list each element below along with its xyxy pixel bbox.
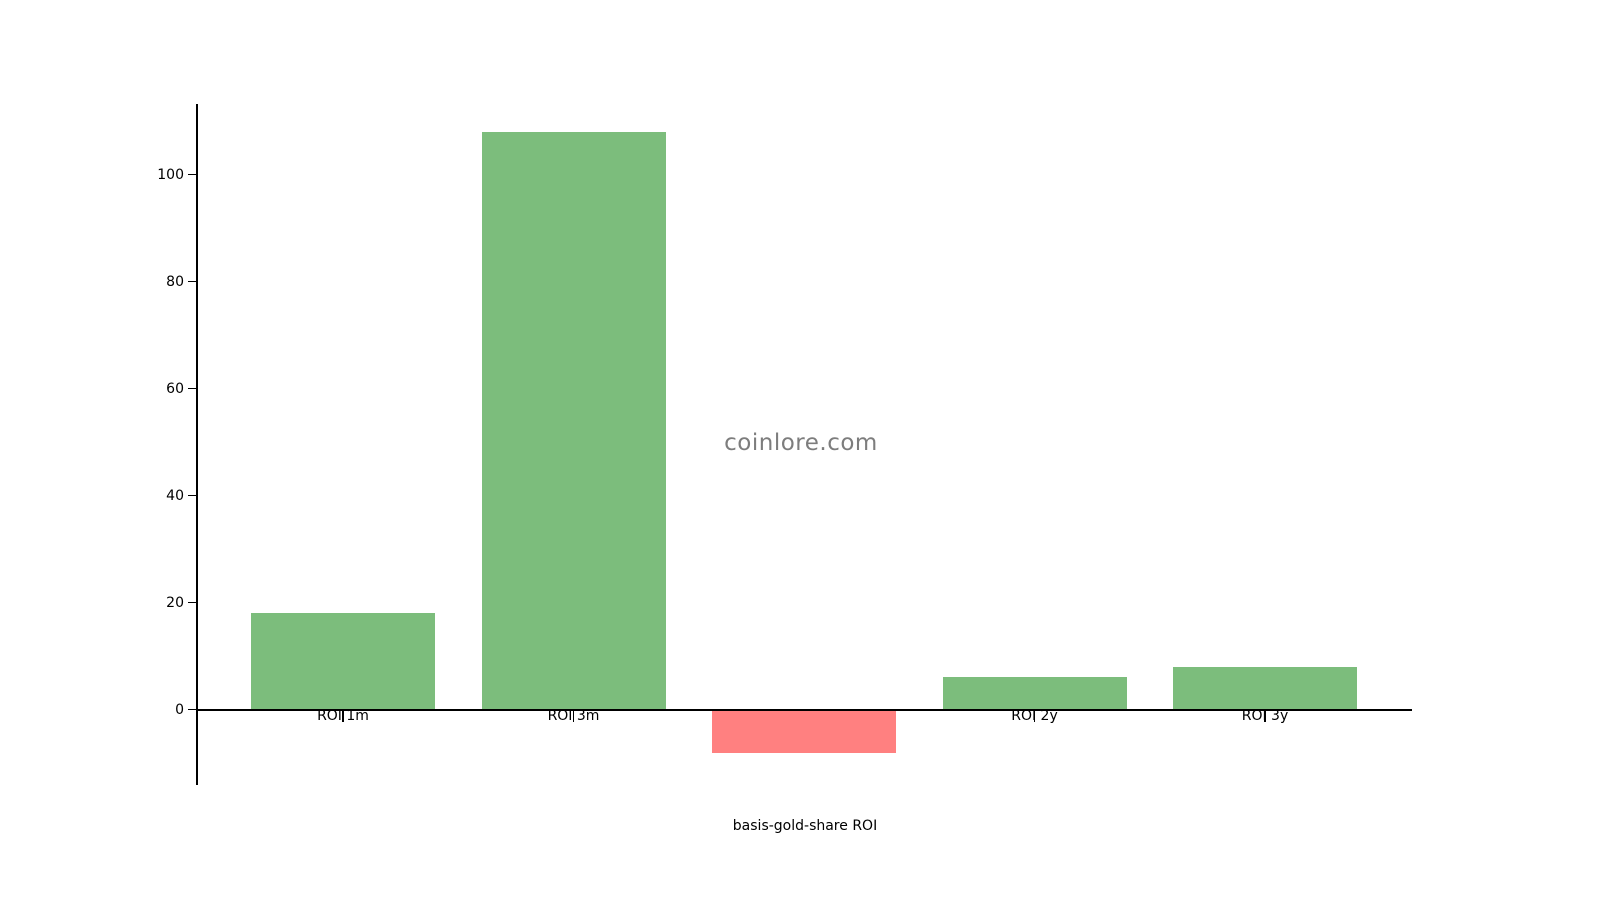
x-tick-mark xyxy=(1033,709,1036,722)
y-tick-label: 0 xyxy=(175,701,184,718)
x-tick-mark xyxy=(1264,709,1266,722)
y-tick-label: 100 xyxy=(157,166,184,183)
bar-roi-2y xyxy=(942,677,1127,710)
bar-roi-3y xyxy=(1173,666,1357,710)
y-tick-mark xyxy=(188,708,196,711)
x-tick-mark xyxy=(342,709,344,722)
watermark-text: coinlore.com xyxy=(724,430,878,456)
x-tick-label-roi-3m: ROI 3m xyxy=(547,707,600,724)
bar-roi-1m xyxy=(251,613,435,710)
y-tick-mark xyxy=(188,280,196,283)
x-tick-label-roi-2y: ROI 2y xyxy=(1011,707,1058,724)
y-axis-spine xyxy=(196,104,198,785)
y-tick-label: 80 xyxy=(166,273,184,290)
y-tick-mark xyxy=(188,173,196,176)
x-tick-label-roi-1m: ROI 1m xyxy=(317,707,369,724)
y-tick-label: 40 xyxy=(166,487,184,504)
x-tick-label-roi-3y: ROI 3y xyxy=(1241,707,1289,724)
chart-title: basis-gold-share ROI xyxy=(732,818,878,834)
y-tick-mark xyxy=(188,494,196,497)
bar-roi-3m xyxy=(481,131,666,710)
x-tick-mark xyxy=(572,709,575,722)
y-tick-label: 60 xyxy=(166,380,184,397)
x-axis-zero-line xyxy=(196,709,1412,711)
bar-unlabeled-3 xyxy=(712,710,896,754)
y-tick-mark xyxy=(188,601,196,604)
y-tick-mark xyxy=(188,387,196,390)
y-tick-label: 20 xyxy=(166,594,184,611)
